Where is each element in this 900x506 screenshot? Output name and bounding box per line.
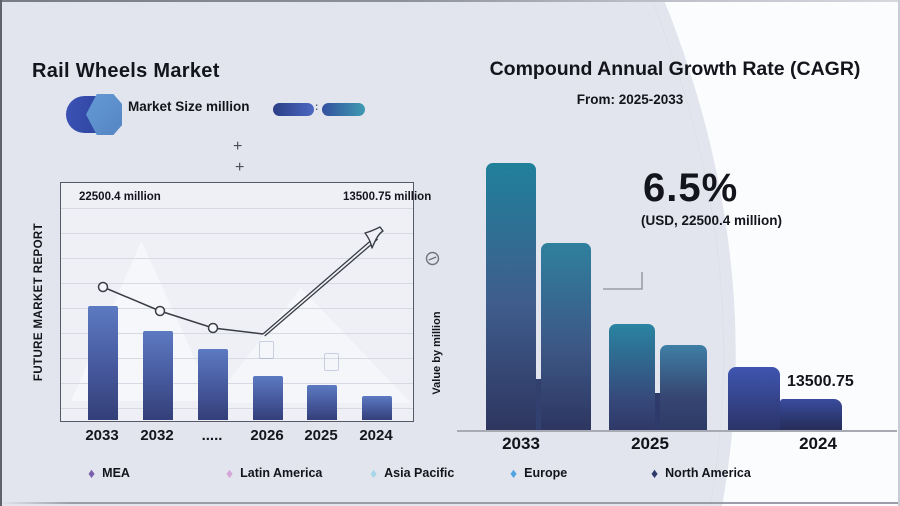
bar-2024-primary	[728, 367, 780, 431]
cagr-detail: (USD, 22500.4 million)	[641, 213, 783, 228]
left-chart-x-axis: 2033 2032..... 2026 2025 2024	[60, 427, 414, 447]
bar-2033-secondary	[541, 243, 591, 431]
bar-connector-2025	[655, 393, 660, 431]
legend-label: Europe	[524, 466, 568, 480]
cagr-title: Compound Annual Growth Rate (CAGR)	[489, 58, 861, 80]
x-label-2024: 2024	[799, 434, 837, 453]
legend-item-mea: ♦ MEA	[88, 466, 130, 480]
x-label-2032: 2032	[140, 427, 174, 444]
frame-border-top	[0, 0, 900, 2]
plus-mark-top: +	[233, 138, 243, 155]
frame-border-bottom	[0, 502, 900, 504]
gridline	[61, 233, 413, 234]
pill-separator: :	[315, 102, 319, 113]
bar-value-label: 13500.75	[787, 373, 854, 390]
bar-2026	[253, 376, 283, 420]
legend-label: North America	[665, 466, 751, 480]
x-label-2025: 2025	[304, 427, 338, 444]
start-value-annotation: 22500.4 million	[79, 191, 161, 203]
minus-circle-icon	[425, 251, 440, 266]
left-chart-panel: 22500.4 million 13500.75 million	[60, 182, 431, 422]
legend-diamond-icon: ♦	[226, 465, 234, 481]
legend-item-asia-pacific: ♦ Asia Pacific	[370, 466, 454, 480]
gridline	[61, 383, 413, 384]
watermark-doc-icon	[259, 341, 274, 359]
cagr-value: 6.5%	[643, 166, 739, 210]
legend-item-north-america: ♦ North America	[651, 466, 751, 480]
x-label-2026: 2026	[250, 427, 284, 444]
bar-2033-primary	[486, 163, 536, 431]
legend-item-latin-america: ♦ Latin America	[226, 466, 322, 480]
legend-diamond-icon: ♦	[370, 465, 378, 481]
x-label-.....: .....	[201, 427, 223, 444]
gradient-pill-right	[322, 103, 365, 116]
bar-2025	[307, 385, 337, 420]
value-axis-label: Value by million	[431, 311, 443, 395]
bar-2033	[88, 306, 118, 420]
gridline	[61, 208, 413, 209]
gridline	[61, 408, 413, 409]
frame-border-right	[898, 0, 900, 506]
legend-item-europe: ♦ Europe	[510, 466, 567, 480]
x-label-2033: 2033	[85, 427, 119, 444]
legend-diamond-icon: ♦	[651, 465, 659, 481]
bar-2032	[143, 331, 173, 420]
bar-2024	[362, 396, 392, 420]
bar-connector-2033	[536, 379, 541, 431]
bar-2025-secondary	[660, 345, 707, 431]
legend-diamond-icon: ♦	[88, 465, 96, 481]
gridline	[61, 283, 413, 284]
x-label-2024: 2024	[359, 427, 393, 444]
gridline	[61, 308, 413, 309]
bar-2025-primary	[609, 324, 655, 431]
legend-label: Asia Pacific	[384, 466, 455, 480]
watermark-doc-icon	[324, 353, 339, 371]
end-value-annotation: 13500.75 million	[343, 191, 432, 203]
market-size-label: Market Size million	[128, 99, 250, 114]
legend-label: MEA	[102, 466, 130, 480]
plus-mark-bottom: +	[235, 159, 245, 176]
x-label-2025: 2025	[631, 434, 669, 453]
right-chart-baseline	[457, 430, 897, 432]
x-label-2033: 2033	[502, 434, 540, 453]
cagr-subtitle: From: 2025-2033	[576, 92, 684, 107]
bar-.....	[198, 349, 228, 420]
frame-border-left	[0, 0, 2, 506]
gridline	[61, 333, 413, 334]
gridline	[61, 358, 413, 359]
step-line-decoration	[603, 272, 643, 290]
gradient-pill-left	[273, 103, 314, 116]
bar-2024-secondary	[780, 399, 842, 431]
brand-vertical-text: FUTURE MARKET REPORT	[33, 222, 45, 382]
page-title: Rail Wheels Market	[32, 60, 220, 82]
legend-label: Latin America	[240, 466, 323, 480]
trend-line-arrow	[97, 226, 384, 337]
legend-diamond-icon: ♦	[510, 465, 518, 481]
gridline	[61, 258, 413, 259]
